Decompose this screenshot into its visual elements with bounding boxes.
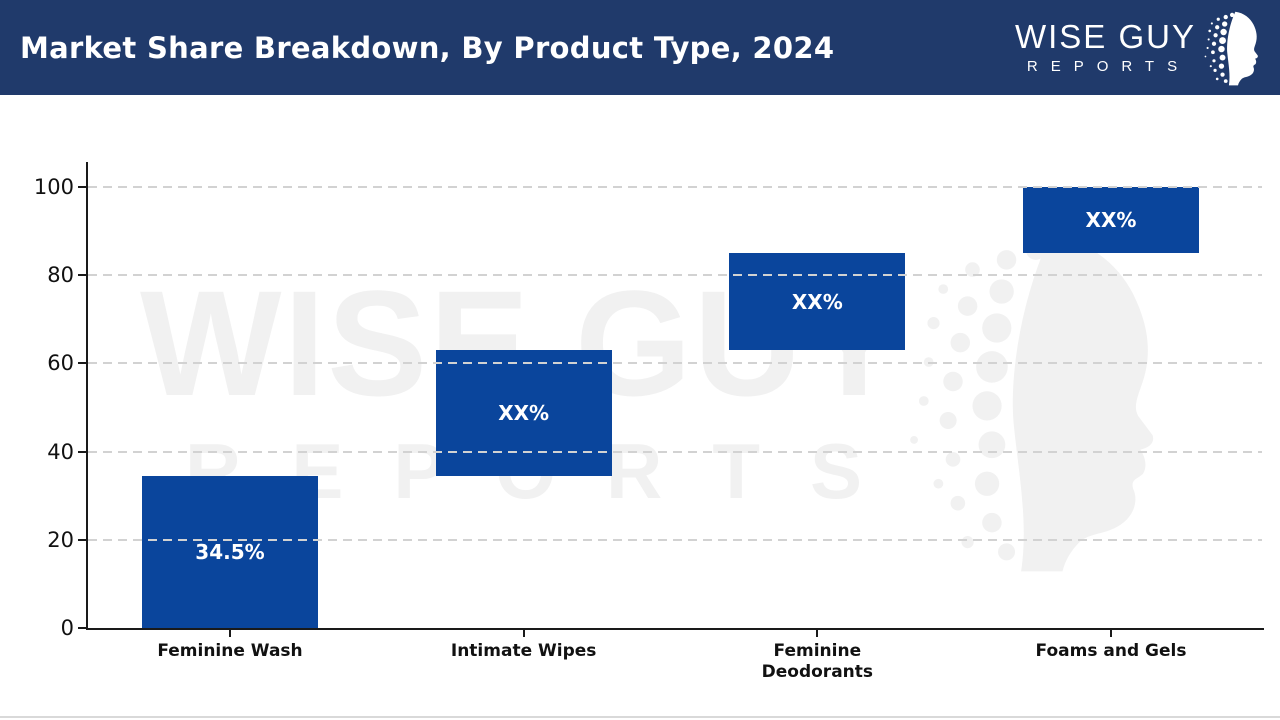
y-tick-40	[78, 450, 86, 453]
gridline-80	[88, 274, 1262, 277]
x-label-foams-and-gels: Foams and Gels	[1035, 641, 1187, 661]
wiseguy-head-icon	[1198, 5, 1262, 91]
y-tick-20	[78, 538, 86, 541]
bar-label-feminine-wash: 34.5%	[195, 539, 265, 564]
footer-divider	[0, 716, 1280, 718]
y-tick-0	[78, 627, 86, 629]
y-tick-label-40: 40	[47, 439, 74, 464]
gridline-60	[88, 362, 1262, 365]
brand-name: WISE GUY	[1014, 18, 1196, 55]
bar-label-intimate-wipes: XX%	[498, 401, 550, 425]
y-axis-line	[86, 162, 88, 630]
y-tick-60	[78, 362, 86, 365]
y-tick-80	[78, 274, 86, 277]
y-tick-label-20: 20	[47, 527, 74, 552]
y-tick-label-80: 80	[47, 263, 74, 288]
y-tick-label-100: 100	[33, 175, 74, 199]
bar-label-feminine-deodorants: XX%	[791, 289, 843, 314]
x-tick-feminine-deodorants	[816, 630, 819, 637]
header-bar: Market Share Breakdown, By Product Type,…	[0, 0, 1280, 95]
x-label-feminine-deodorants: Feminine Deodorants	[761, 641, 874, 682]
y-tick-label-0: 0	[60, 616, 74, 640]
brand-logo: WISE GUY REPORTS	[1015, 5, 1262, 91]
gridline-40	[88, 450, 1262, 453]
y-tick-100	[78, 186, 86, 188]
x-label-feminine-wash: Feminine Wash	[157, 641, 303, 661]
bar-foams-and-gels	[1023, 187, 1199, 254]
bar-intimate-wipes	[435, 350, 612, 476]
x-tick-feminine-wash	[229, 630, 231, 637]
brand-subtitle: REPORTS	[1026, 58, 1191, 75]
y-tick-label-60: 60	[47, 351, 74, 376]
bar-label-foams-and-gels: XX%	[1085, 208, 1137, 233]
gridline-100	[88, 186, 1262, 188]
brand-logo-text: WISE GUY REPORTS	[1015, 20, 1196, 75]
x-tick-intimate-wipes	[522, 630, 525, 637]
x-axis-line	[86, 628, 1264, 630]
bar-feminine-deodorants	[729, 253, 906, 351]
x-tick-foams-and-gels	[1110, 630, 1112, 637]
page-title: Market Share Breakdown, By Product Type,…	[20, 30, 835, 65]
x-label-intimate-wipes: Intimate Wipes	[450, 641, 597, 661]
bar-feminine-wash	[142, 475, 318, 628]
gridline-20	[88, 538, 1262, 541]
